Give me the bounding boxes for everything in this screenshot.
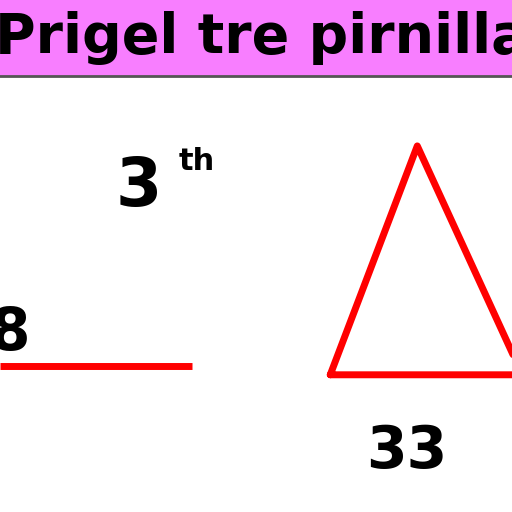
Text: 33: 33: [367, 423, 447, 480]
Text: 3: 3: [115, 154, 161, 220]
Text: 8: 8: [0, 305, 30, 362]
Bar: [0, 0, 512, 76]
Text: Prigel tre pirnillalg: Prigel tre pirnillalg: [0, 11, 512, 65]
Text: th: th: [179, 147, 215, 176]
